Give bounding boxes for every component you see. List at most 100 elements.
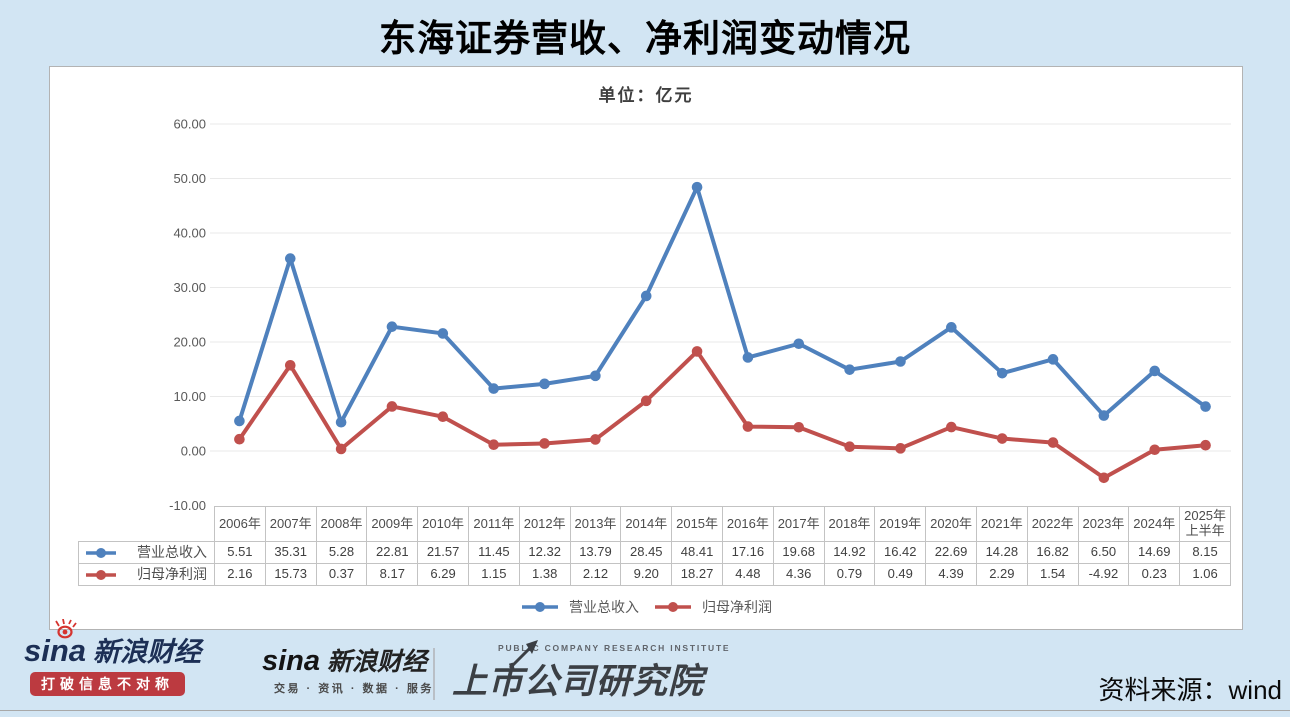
year-header-cell: 2016年: [721, 506, 774, 542]
data-point: [742, 421, 754, 432]
value-cell: 4.36: [772, 563, 825, 586]
data-point: [996, 367, 1008, 379]
data-point: [488, 439, 499, 451]
data-point: [1200, 401, 1211, 412]
data-point: [590, 434, 601, 445]
pcri-subtitle: PUBLIC COMPANY RESEARCH INSTITUTE: [498, 643, 731, 653]
sina-services-text: 交易 · 资讯 · 数据 · 服务: [274, 683, 434, 695]
data-point: [1047, 437, 1059, 448]
year-header-cell: 2017年: [772, 506, 825, 542]
value-cell: 28.45: [620, 541, 673, 564]
year-header-cell: 2006年: [214, 506, 266, 542]
data-point: [539, 378, 550, 390]
year-header-cell: 2009年: [366, 506, 419, 542]
value-cell: 12.32: [518, 541, 571, 564]
sina-eye-icon: [55, 619, 77, 639]
table-header-row: 2006年 2007年 2008年 2009年 2010年 2011年 2012年 2013年…: [79, 506, 1231, 542]
year-header-cell: 2025年上半年: [1179, 506, 1231, 542]
data-point: [691, 181, 703, 193]
value-cell: 1.54: [1026, 563, 1079, 586]
year-header-cell: 2018年: [823, 506, 876, 542]
sina-finance-name: 新浪财经: [93, 637, 202, 667]
data-point: [1098, 472, 1110, 484]
year-header-cell: 2024年: [1128, 506, 1181, 542]
data-point: [793, 421, 805, 433]
sina-finance-name: 新浪财经: [327, 648, 428, 676]
series-label-cell: 营业总收入: [78, 541, 215, 564]
series-line-1: [237, 349, 1208, 480]
value-cell: 4.48: [721, 563, 774, 586]
data-point: [1098, 410, 1110, 421]
data-table: 2006年 2007年 2008年 2009年 2010年 2011年 2012年 2013年…: [78, 506, 1231, 586]
data-point: [996, 433, 1008, 444]
legend-label: 营业总收入: [569, 599, 639, 615]
y-tick-label: -10.00: [169, 498, 206, 513]
y-tick-label: 40.00: [173, 226, 206, 241]
year-header-cell: 2013年: [569, 506, 622, 542]
value-cell: 16.82: [1026, 541, 1079, 564]
value-cell: 16.42: [874, 541, 927, 564]
year-header-cell: 2020年: [925, 506, 977, 542]
value-cell: 14.28: [975, 541, 1028, 564]
series-line-0: [237, 185, 1208, 425]
value-cell: 0.79: [823, 563, 876, 586]
value-cell: 5.51: [214, 541, 266, 564]
sina-tagline-badge: 打破信息不对称: [30, 672, 185, 696]
value-cell: 2.16: [214, 563, 266, 586]
chart-subtitle: 单位：亿元: [598, 86, 694, 105]
data-point: [946, 322, 957, 333]
year-header-cell: 2010年: [417, 506, 469, 542]
chart-panel: 单位：亿元 60.00 50.00 40.00 30.00 20.00 10.00 0.00…: [49, 66, 1243, 630]
value-cell: 6.50: [1077, 541, 1130, 564]
data-point: [1047, 354, 1059, 365]
legend-marker: [86, 547, 116, 558]
value-cell: 1.15: [467, 563, 520, 586]
value-cell: 22.81: [366, 541, 419, 564]
value-cell: 0.23: [1128, 563, 1181, 586]
pcri-name: 上市公司研究院: [452, 640, 730, 704]
series-name: 归母净利润: [137, 566, 207, 583]
sina-brand-text: sina: [24, 633, 87, 668]
data-point: [284, 359, 296, 371]
legend-marker: [522, 602, 558, 612]
data-point: [539, 438, 550, 449]
data-point: [488, 383, 499, 394]
data-point: [335, 416, 347, 428]
data-point: [793, 338, 805, 350]
data-point: [335, 443, 347, 455]
value-cell: 48.41: [671, 541, 723, 564]
data-point: [437, 328, 449, 339]
data-point: [234, 415, 245, 427]
data-point: [234, 433, 245, 445]
year-header-cell: 2008年: [315, 506, 368, 542]
data-source-label: 资料来源：wind: [1098, 675, 1282, 705]
sina-brand-text: sina: [262, 645, 321, 677]
year-header-cell: 2023年: [1077, 506, 1130, 542]
sina-services-logo: sina 新浪财经 交易 · 资讯 · 数据 · 服务: [262, 642, 434, 696]
data-point: [742, 352, 754, 363]
footer-rule: [0, 710, 1290, 711]
line-chart: 60.00 50.00 40.00 30.00 20.00 10.00 0.00 -10.00: [169, 117, 1231, 513]
value-cell: 2.29: [975, 563, 1028, 586]
value-cell: 2.12: [569, 563, 622, 586]
year-header-cell: 2014年: [620, 506, 673, 542]
legend-item: 归母净利润: [653, 597, 772, 617]
y-tick-label: 60.00: [173, 117, 206, 132]
data-point: [895, 356, 906, 367]
data-point: [844, 364, 855, 375]
year-header-cell: 2015年: [671, 506, 723, 542]
value-cell: 35.31: [264, 541, 317, 564]
value-cell: 6.29: [417, 563, 469, 586]
pcri-logo: PUBLIC COMPANY RESEARCH INSTITUTE 上市公司研究…: [452, 640, 731, 704]
value-cell: 8.17: [366, 563, 419, 586]
data-point: [946, 421, 957, 433]
year-header-cell: 2022年: [1026, 506, 1079, 542]
year-header-cell: 2019年: [874, 506, 927, 542]
data-point: [386, 321, 398, 332]
y-tick-label: 10.00: [173, 389, 206, 404]
y-tick-label: 50.00: [173, 171, 206, 186]
value-cell: 15.73: [264, 563, 317, 586]
data-point: [284, 253, 296, 264]
value-cell: 14.92: [823, 541, 876, 564]
value-cell: 0.37: [315, 563, 368, 586]
